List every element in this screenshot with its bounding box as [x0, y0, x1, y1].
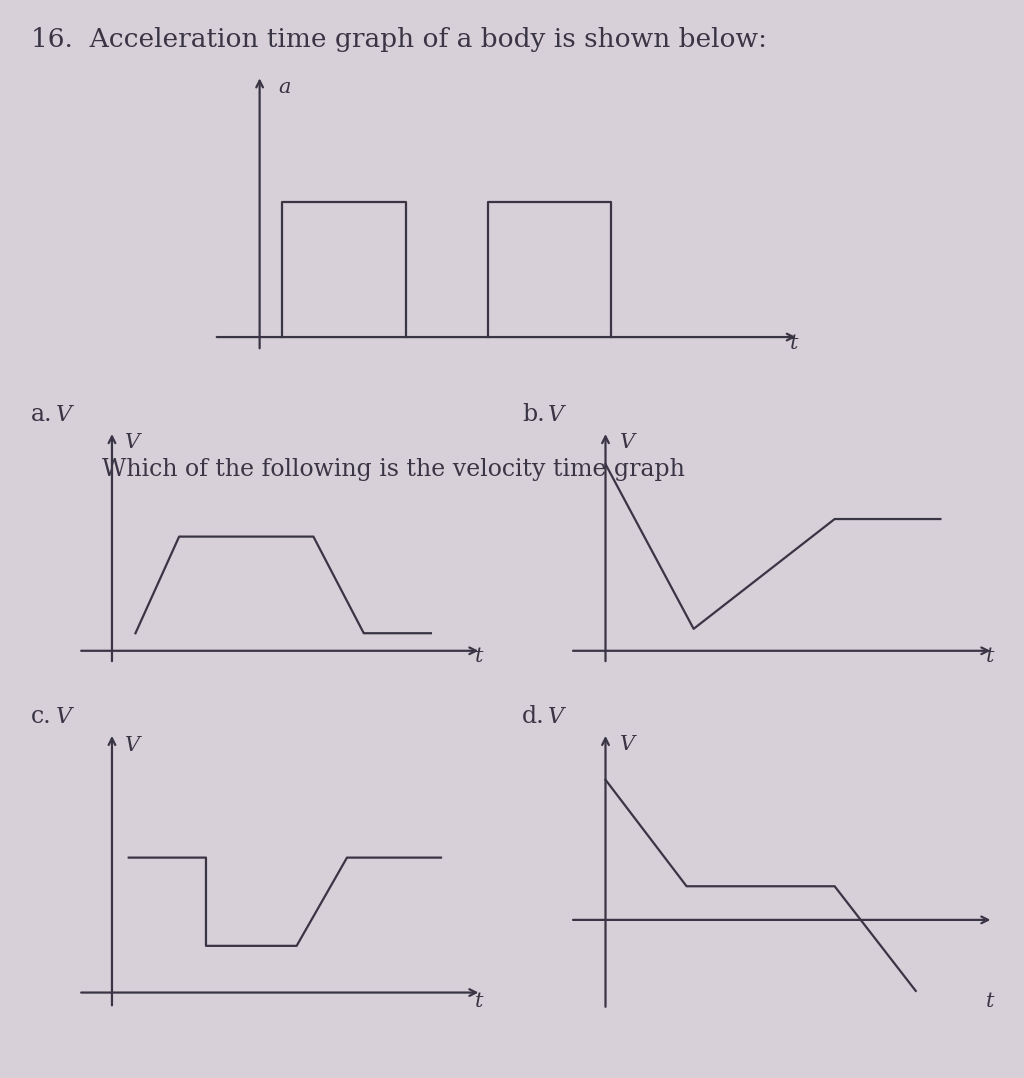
Text: t: t: [986, 647, 994, 666]
Text: t: t: [986, 993, 994, 1011]
Text: c.: c.: [31, 705, 51, 728]
Text: V: V: [125, 433, 140, 453]
Text: V: V: [548, 706, 564, 728]
Text: V: V: [548, 404, 564, 426]
Text: 16.  Acceleration time graph of a body is shown below:: 16. Acceleration time graph of a body is…: [31, 27, 767, 52]
Text: Which of the following is the velocity time graph: Which of the following is the velocity t…: [102, 458, 685, 481]
Text: V: V: [56, 404, 73, 426]
Text: a.: a.: [31, 403, 52, 426]
Text: t: t: [474, 647, 483, 666]
Text: V: V: [620, 735, 635, 754]
Text: b.: b.: [522, 403, 545, 426]
Text: t: t: [790, 334, 798, 354]
Text: V: V: [125, 735, 140, 755]
Text: V: V: [620, 433, 635, 453]
Text: d.: d.: [522, 705, 545, 728]
Text: V: V: [56, 706, 73, 728]
Text: t: t: [474, 992, 483, 1011]
Text: a: a: [278, 78, 291, 97]
